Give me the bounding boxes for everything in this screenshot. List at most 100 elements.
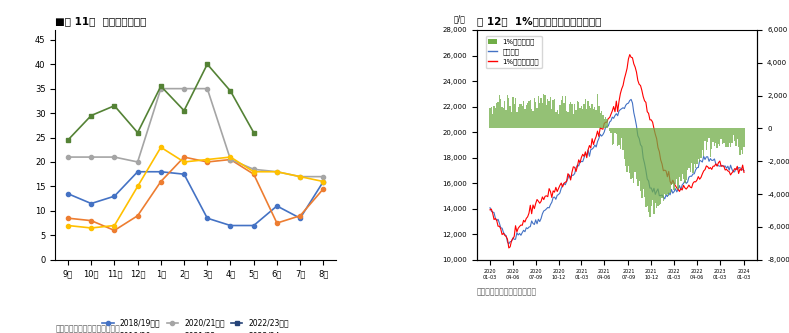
Bar (732, 129, 734, 135)
2019/20年度 (295, 214, 305, 218)
2021/22年度 (110, 223, 119, 227)
2020/21年度 (110, 155, 119, 159)
Bar (648, 129, 649, 212)
Bar (711, 129, 712, 149)
Bar (593, 109, 594, 129)
Bar (548, 101, 550, 129)
Bar (726, 129, 727, 147)
Bar (663, 129, 664, 201)
Line: 2020/21年度: 2020/21年度 (66, 87, 325, 179)
国内棉价 (739, 169, 749, 173)
2018/19年度 (63, 192, 73, 196)
Bar (684, 129, 686, 182)
Bar (559, 105, 560, 129)
Line: 国内棉价: 国内棉价 (490, 100, 744, 244)
Bar (556, 110, 558, 129)
Bar (529, 100, 531, 129)
Bar (686, 129, 687, 180)
Bar (653, 129, 655, 214)
Legend: 2018/19年度, 2019/20年度, 2020/21年度, 2021/22年度, 2022/23年度, 2023/24年度: 2018/19年度, 2019/20年度, 2020/21年度, 2021/22… (99, 315, 292, 333)
Bar (588, 101, 589, 129)
2018/19年度 (110, 194, 119, 198)
2019/20年度 (272, 221, 282, 225)
2020/21年度 (203, 87, 212, 91)
2020/21年度 (87, 155, 96, 159)
Bar (565, 96, 566, 129)
2018/19年度 (179, 172, 189, 176)
Bar (601, 111, 602, 129)
Bar (497, 102, 499, 129)
Bar (649, 129, 651, 217)
Line: 2018/19年度: 2018/19年度 (66, 169, 325, 227)
2023/24年度 (156, 84, 166, 88)
Bar (668, 129, 669, 196)
国内棉价 (514, 233, 523, 237)
2020/21年度 (156, 87, 166, 91)
Bar (617, 129, 619, 146)
Bar (491, 107, 492, 129)
2018/19年度 (156, 170, 166, 174)
2019/20年度 (110, 228, 119, 232)
Bar (512, 97, 514, 129)
Bar (728, 129, 730, 143)
Bar (602, 115, 604, 129)
Bar (735, 129, 737, 147)
Bar (555, 113, 556, 129)
Bar (499, 95, 500, 129)
Bar (640, 129, 641, 191)
Bar (546, 105, 547, 129)
Bar (629, 129, 630, 173)
2019/20年度 (87, 219, 96, 223)
Bar (714, 129, 715, 146)
Bar (510, 112, 512, 129)
Bar (699, 129, 701, 162)
2018/19年度 (319, 179, 328, 183)
1%关税进口棉价 (485, 208, 495, 212)
Bar (611, 129, 613, 145)
Bar (540, 98, 542, 129)
Bar (641, 129, 642, 198)
Bar (690, 129, 691, 172)
Bar (562, 97, 563, 129)
2020/21年度 (295, 174, 305, 178)
2019/20年度 (226, 158, 235, 162)
2023/24年度 (203, 62, 212, 66)
2021/22年度 (179, 160, 189, 164)
国内棉价 (615, 109, 624, 113)
2018/19年度 (295, 216, 305, 220)
2018/19年度 (249, 223, 259, 227)
2021/22年度 (133, 184, 142, 188)
Bar (691, 129, 692, 163)
Bar (657, 129, 659, 205)
Bar (734, 129, 735, 141)
Bar (589, 107, 590, 129)
Bar (692, 129, 694, 173)
Bar (634, 129, 636, 172)
Legend: 1%关税下价差, 国内棉价, 1%关税进口棉价: 1%关税下价差, 国内棉价, 1%关税进口棉价 (486, 36, 542, 68)
Bar (621, 129, 623, 138)
Bar (669, 129, 671, 193)
Bar (525, 105, 527, 129)
Bar (496, 103, 497, 129)
2018/19年度 (133, 170, 142, 174)
2021/22年度 (156, 145, 166, 149)
Bar (605, 117, 606, 129)
Bar (563, 104, 565, 129)
Bar (703, 129, 705, 156)
Bar (570, 102, 571, 129)
Bar (701, 129, 703, 150)
Bar (716, 129, 718, 148)
国内棉价 (602, 125, 611, 129)
Bar (682, 129, 684, 179)
Bar (645, 129, 646, 207)
Bar (578, 102, 579, 129)
2018/19年度 (226, 223, 235, 227)
2023/24年度 (133, 131, 142, 135)
Bar (585, 99, 586, 129)
Bar (709, 129, 710, 138)
Bar (679, 129, 680, 177)
Bar (619, 129, 621, 149)
2018/19年度 (203, 216, 212, 220)
Bar (600, 113, 601, 129)
2023/24年度 (249, 131, 259, 135)
